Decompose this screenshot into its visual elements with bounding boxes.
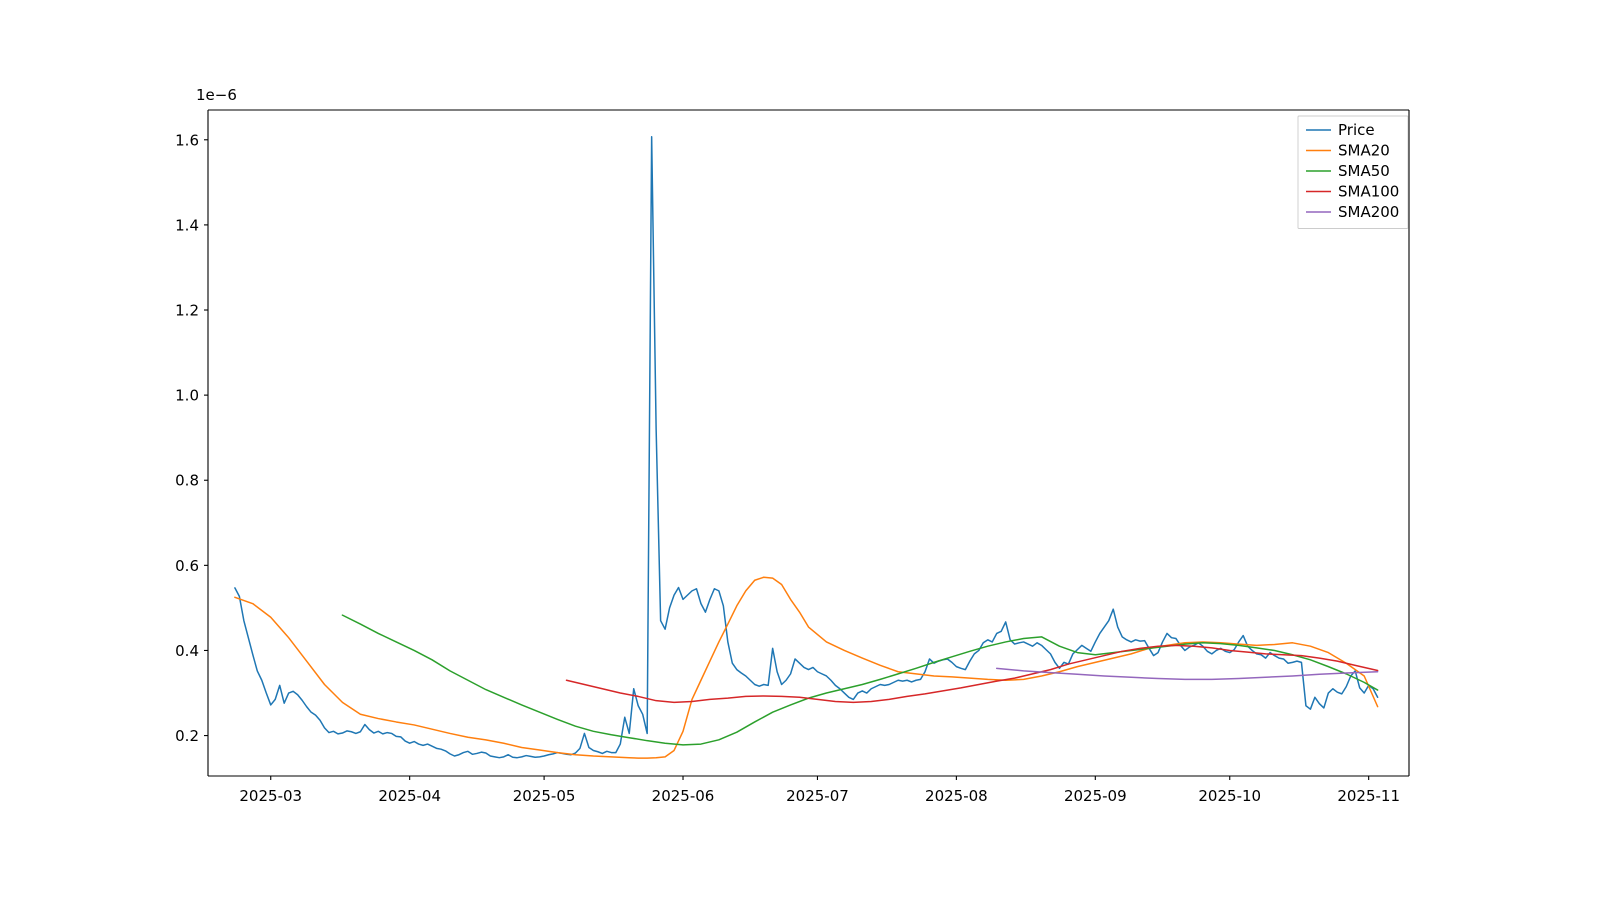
legend-label: Price xyxy=(1338,121,1375,139)
legend-entry-price[interactable]: Price xyxy=(1306,121,1375,139)
series-line-sma200 xyxy=(995,667,1379,681)
series-line-sma100 xyxy=(565,644,1379,704)
x-tick-label: 2025-07 xyxy=(786,787,849,805)
legend-label: SMA200 xyxy=(1338,203,1399,221)
legend-entry-sma50[interactable]: SMA50 xyxy=(1306,162,1390,180)
y-tick-label: 1.6 xyxy=(175,131,199,149)
legend-frame xyxy=(1297,115,1409,229)
chart-legend[interactable]: Price SMA20 SMA50 SMA100 SMA200 xyxy=(1297,115,1409,229)
series-line-sma50 xyxy=(341,614,1379,746)
legend-entry-sma200[interactable]: SMA200 xyxy=(1306,203,1399,221)
axes-spines xyxy=(207,109,1410,777)
legend-label: SMA100 xyxy=(1338,183,1399,201)
x-tick-label: 2025-06 xyxy=(652,787,715,805)
x-tick-label: 2025-10 xyxy=(1198,787,1261,805)
series-line-sma20 xyxy=(234,576,1379,759)
y-tick-label: 0.6 xyxy=(175,557,199,575)
y-tick-label: 0.8 xyxy=(175,472,199,490)
x-tick-label: 2025-03 xyxy=(239,787,302,805)
y-offset-text: 1e−6 xyxy=(196,86,237,104)
x-tick-label: 2025-04 xyxy=(378,787,441,805)
y-tick-label: 1.0 xyxy=(175,387,199,405)
series-line-price xyxy=(234,136,1379,759)
y-axis-offset-text: 1e−6 xyxy=(196,86,237,104)
y-tick-label: 0.2 xyxy=(175,727,199,745)
x-tick-label: 2025-08 xyxy=(925,787,988,805)
data-series-layer xyxy=(234,136,1379,759)
legend-label: SMA50 xyxy=(1338,162,1390,180)
y-tick-label: 1.2 xyxy=(175,302,199,320)
legend-entry-sma20[interactable]: SMA20 xyxy=(1306,142,1390,160)
legend-entry-sma100[interactable]: SMA100 xyxy=(1306,183,1399,201)
legend-label: SMA20 xyxy=(1338,142,1390,160)
y-tick-label: 0.4 xyxy=(175,642,199,660)
x-tick-label: 2025-09 xyxy=(1064,787,1127,805)
axis-ticks: 0.2 0.4 0.6 0.8 1.0 1.2 1.4 1.6 2025-03 2025-04 20… xyxy=(175,131,1400,805)
x-tick-label: 2025-05 xyxy=(513,787,576,805)
x-tick-label: 2025-11 xyxy=(1337,787,1400,805)
y-tick-label: 1.4 xyxy=(175,216,199,234)
